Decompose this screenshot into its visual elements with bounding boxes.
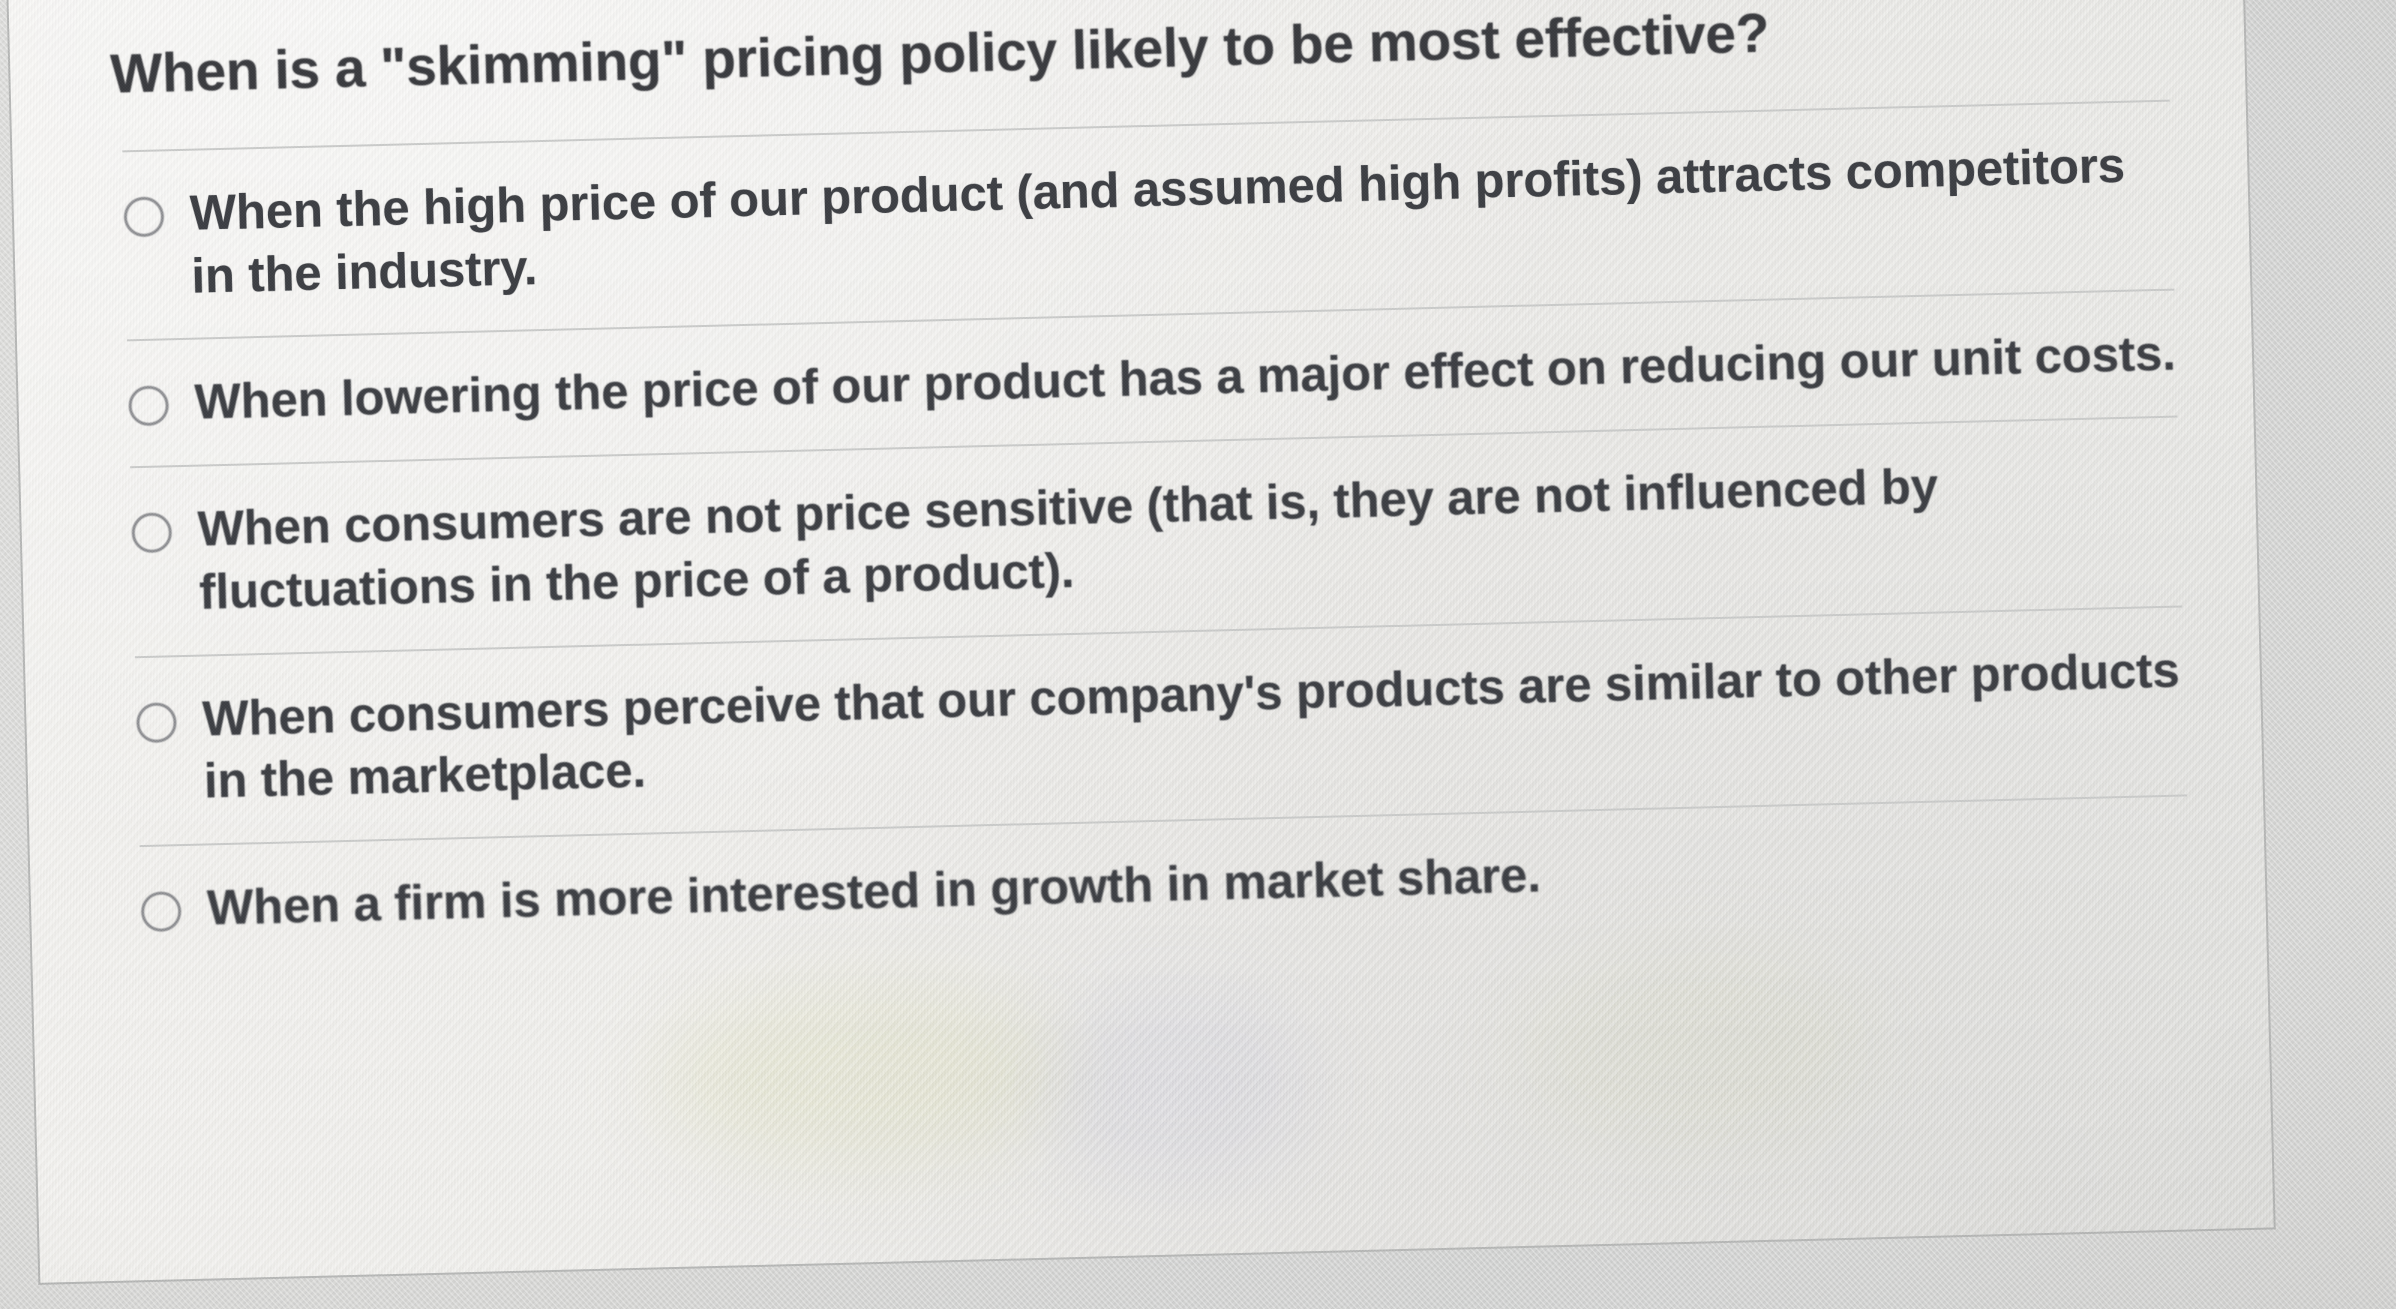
radio-button-icon[interactable] <box>136 701 177 743</box>
answer-option-label: When lowering the price of our product h… <box>193 327 2177 431</box>
question-title: When is a "skimming" pricing policy like… <box>109 1 1770 105</box>
answer-option-label: When the high price of our product (and … <box>189 138 2126 304</box>
radio-button-icon[interactable] <box>131 512 173 554</box>
question-content: When is a "skimming" pricing policy like… <box>7 0 2273 1283</box>
radio-button-icon[interactable] <box>140 891 182 933</box>
question-panel-wrapper: When is a "skimming" pricing policy like… <box>0 0 2278 1309</box>
answer-options-list: When the high price of our product (and … <box>122 99 2191 972</box>
radio-button-icon[interactable] <box>128 385 170 427</box>
answer-option-label: When consumers are not price sensitive (… <box>197 459 1939 620</box>
answer-option-label: When a firm is more interested in growth… <box>206 848 1542 936</box>
answer-option-label: When consumers perceive that our company… <box>201 643 2181 809</box>
radio-button-icon[interactable] <box>123 196 165 238</box>
question-card: When is a "skimming" pricing policy like… <box>5 0 2276 1285</box>
